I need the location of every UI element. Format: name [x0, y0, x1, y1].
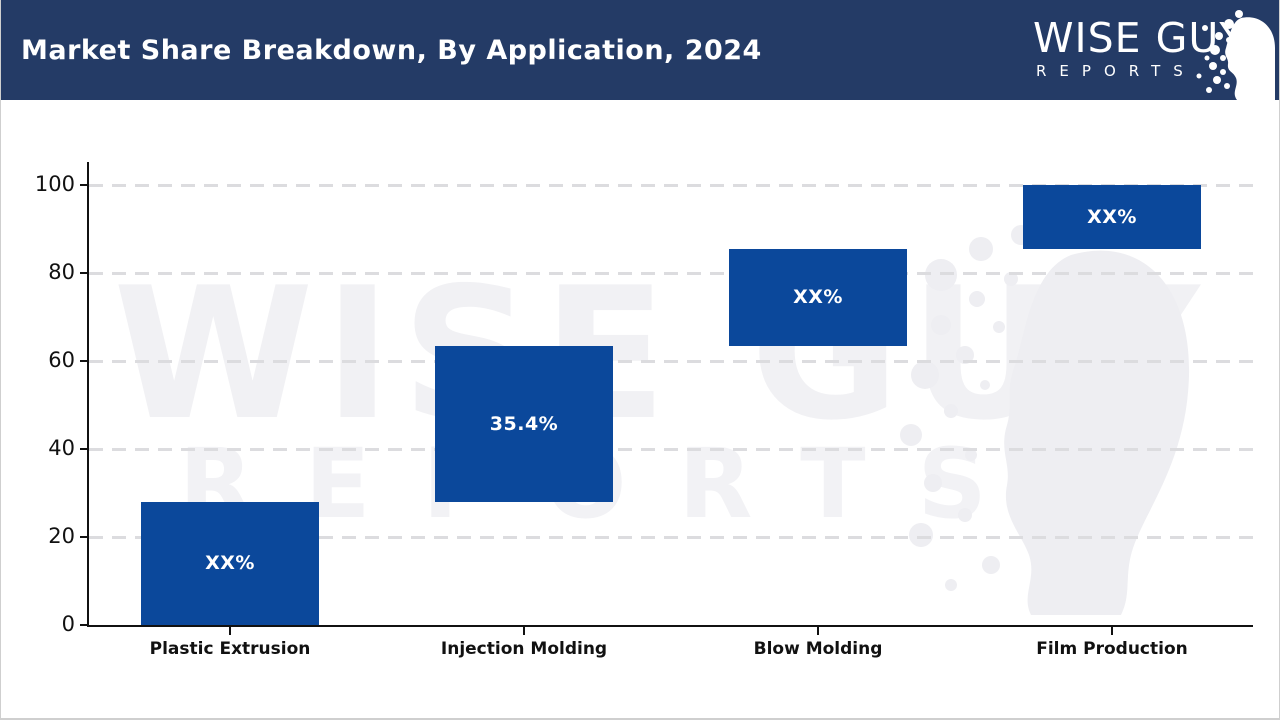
y-axis-tick	[80, 624, 88, 626]
y-axis-tick	[80, 360, 88, 362]
x-category-label: Plastic Extrusion	[149, 639, 311, 659]
grid-line	[89, 360, 1253, 363]
grid-line	[89, 184, 1253, 187]
x-category-label: Blow Molding	[753, 639, 883, 659]
x-axis-tick	[229, 627, 231, 635]
bar-value-label: XX%	[205, 552, 255, 575]
bar: 35.4%	[435, 346, 613, 502]
x-axis-tick	[817, 627, 819, 635]
header: Market Share Breakdown, By Application, …	[1, 0, 1279, 100]
y-axis-tick	[80, 272, 88, 274]
bar-value-label: 35.4%	[489, 412, 559, 435]
y-tick-label: 60	[48, 348, 75, 372]
y-axis-tick	[80, 536, 88, 538]
watermark-head-icon	[900, 225, 1190, 615]
bar-value-label: XX%	[1087, 205, 1137, 228]
bar: XX%	[729, 248, 907, 347]
y-axis-tick	[80, 184, 88, 186]
y-tick-label: 80	[48, 260, 75, 284]
y-axis-tick	[80, 448, 88, 450]
x-category-label: Injection Molding	[440, 639, 608, 659]
page-title: Market Share Breakdown, By Application, …	[21, 34, 762, 66]
x-axis-tick	[523, 627, 525, 635]
x-axis-line	[87, 625, 1253, 627]
y-axis-line	[87, 162, 89, 627]
brand-logo: WISE GUY REPORTS	[1011, 8, 1275, 100]
bar-value-label: XX%	[793, 286, 843, 309]
y-tick-label: 40	[48, 436, 75, 460]
x-category-label: Film Production	[1036, 639, 1188, 659]
bar: XX%	[141, 501, 319, 625]
y-tick-label: 100	[34, 172, 75, 196]
grid-line	[89, 272, 1253, 275]
brand-logo-text: WISE GUY REPORTS	[1033, 14, 1246, 81]
y-tick-label: 0	[61, 612, 75, 636]
bar: XX%	[1023, 185, 1201, 249]
grid-line	[89, 536, 1253, 539]
y-tick-label: 20	[48, 524, 75, 548]
head-silhouette-icon	[1196, 10, 1275, 100]
brand-name: WISE GUY	[1033, 14, 1246, 62]
x-axis-tick	[1111, 627, 1113, 635]
brand-subtitle: REPORTS	[1036, 62, 1196, 80]
grid-line	[89, 448, 1253, 451]
